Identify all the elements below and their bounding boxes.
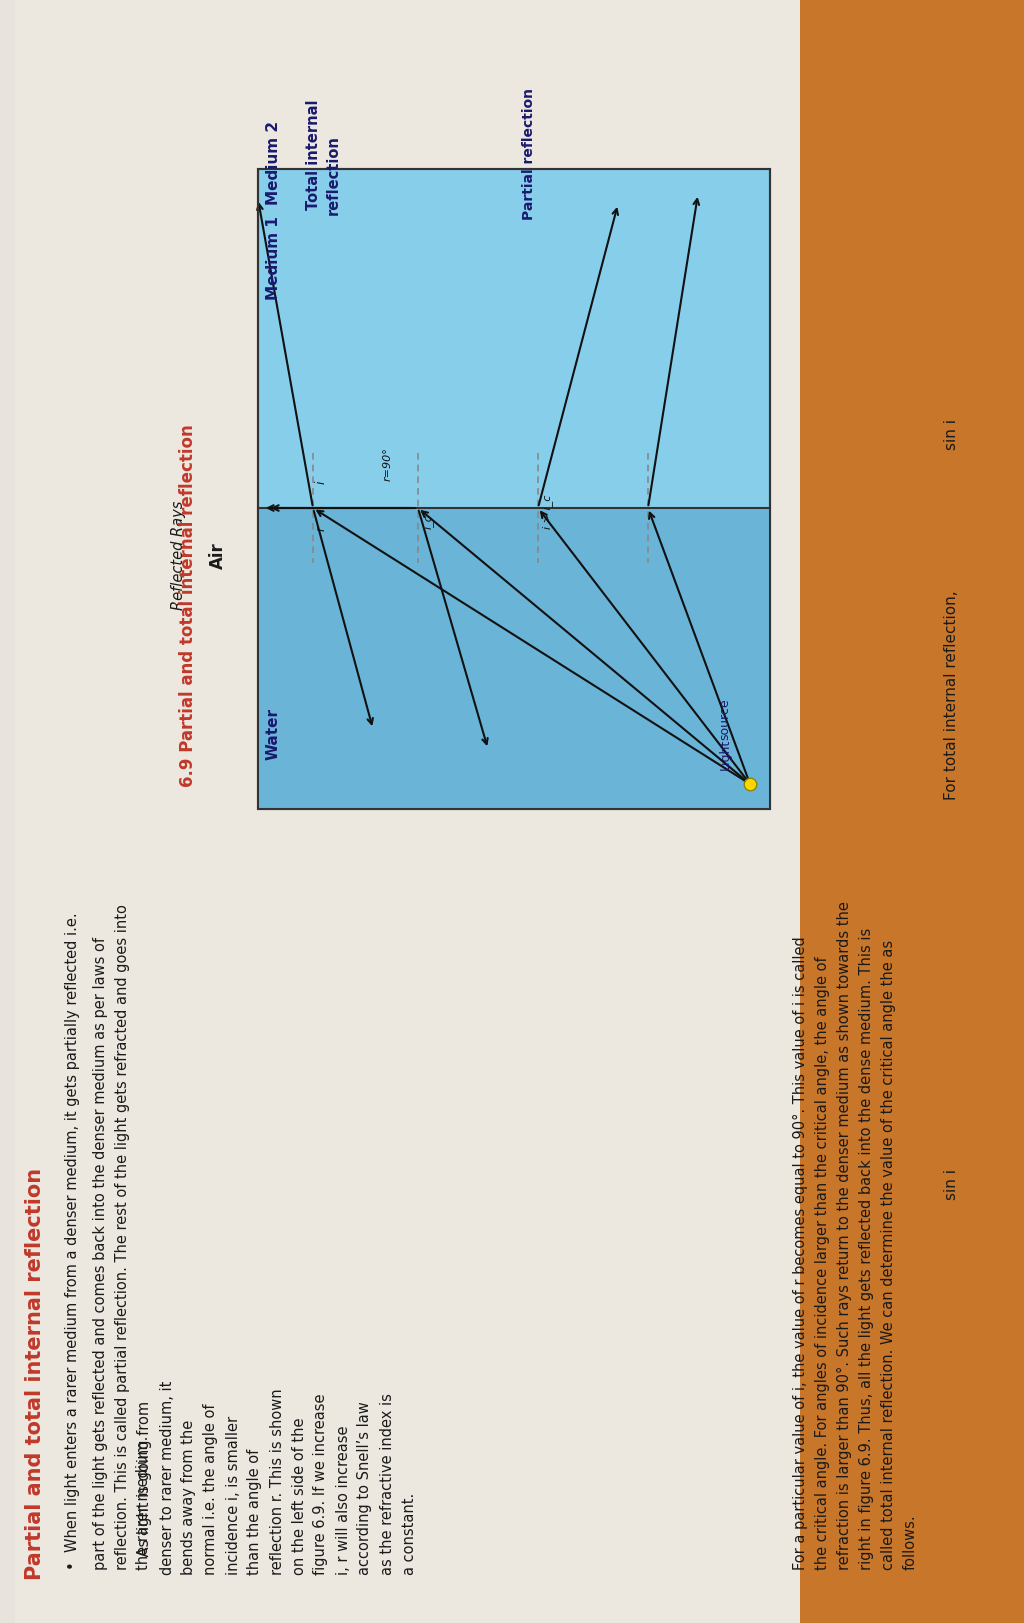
Bar [15,0,805,1623]
Bar [800,0,1024,1623]
Bar [258,170,770,810]
Text: follows.: follows. [902,1513,918,1569]
Text: Water: Water [265,708,281,760]
Text: i, r will also increase: i, r will also increase [336,1425,350,1574]
Text: Reflected Rays: Reflected Rays [171,500,185,610]
Text: normal i.e. the angle of: normal i.e. the angle of [204,1402,218,1574]
Text: called total internal reflection. We can determine the value of the critical ang: called total internal reflection. We can… [881,940,896,1569]
Text: right in figure 6.9. Thus, all the light gets reflected back into the dense medi: right in figure 6.9. Thus, all the light… [858,927,873,1569]
Text: source: source [719,698,731,740]
Text: the critical angle. For angles of incidence larger than the critical angle, the : the critical angle. For angles of incide… [814,956,829,1569]
Text: on the left side of the: on the left side of the [292,1417,306,1574]
Text: the rarer medium.: the rarer medium. [136,1435,152,1569]
Text: Partial and total internal reflection: Partial and total internal reflection [25,1167,45,1579]
Text: incidence i, is smaller: incidence i, is smaller [225,1415,241,1574]
Text: r: r [314,526,328,531]
Bar [258,508,770,810]
Text: according to Snell’s law: according to Snell’s law [357,1401,373,1574]
Text: For a particular value of i, the value of r becomes equal to 90°. This value of : For a particular value of i, the value o… [793,936,808,1569]
Text: sin i: sin i [944,419,959,450]
Text: i > i_c: i > i_c [543,495,553,529]
Text: r=90°: r=90° [383,446,393,480]
Text: denser to rarer medium, it: denser to rarer medium, it [160,1380,174,1574]
Text: i: i [314,480,328,484]
Text: 6.9 Partial and total internal reflection: 6.9 Partial and total internal reflectio… [179,424,197,810]
Text: Medium 2: Medium 2 [265,120,281,204]
Text: i_c: i_c [423,514,433,529]
Text: reflection: reflection [326,135,341,214]
Text: reflection. This is called partial reflection. The rest of the light gets refrac: reflection. This is called partial refle… [115,904,129,1569]
Text: For total internal reflection,: For total internal reflection, [944,591,959,800]
Text: bends away from the: bends away from the [181,1419,197,1574]
Text: sin i: sin i [944,1169,959,1199]
Text: •  When light enters a rarer medium from a denser medium, it gets partially refl: • When light enters a rarer medium from … [65,912,80,1569]
Text: than the angle of: than the angle of [248,1448,262,1574]
Text: Total internal: Total internal [305,99,321,209]
Text: reflection r. This is shown: reflection r. This is shown [269,1388,285,1574]
Text: as the refractive index is: as the refractive index is [380,1393,394,1574]
Text: Air: Air [209,542,227,568]
Text: a constant.: a constant. [401,1492,417,1574]
Text: Partial reflection: Partial reflection [522,88,536,219]
Bar [258,170,770,810]
Text: figure 6.9. If we increase: figure 6.9. If we increase [313,1393,329,1574]
Text: Medium 1: Medium 1 [265,216,281,300]
Text: refraction is larger than 90°. Such rays return to the denser medium as shown to: refraction is larger than 90°. Such rays… [837,901,852,1569]
Text: Light: Light [719,738,731,769]
Text: part of the light gets reflected and comes back into the denser medium as per la: part of the light gets reflected and com… [92,936,108,1569]
Text: As light is going from: As light is going from [137,1401,153,1574]
